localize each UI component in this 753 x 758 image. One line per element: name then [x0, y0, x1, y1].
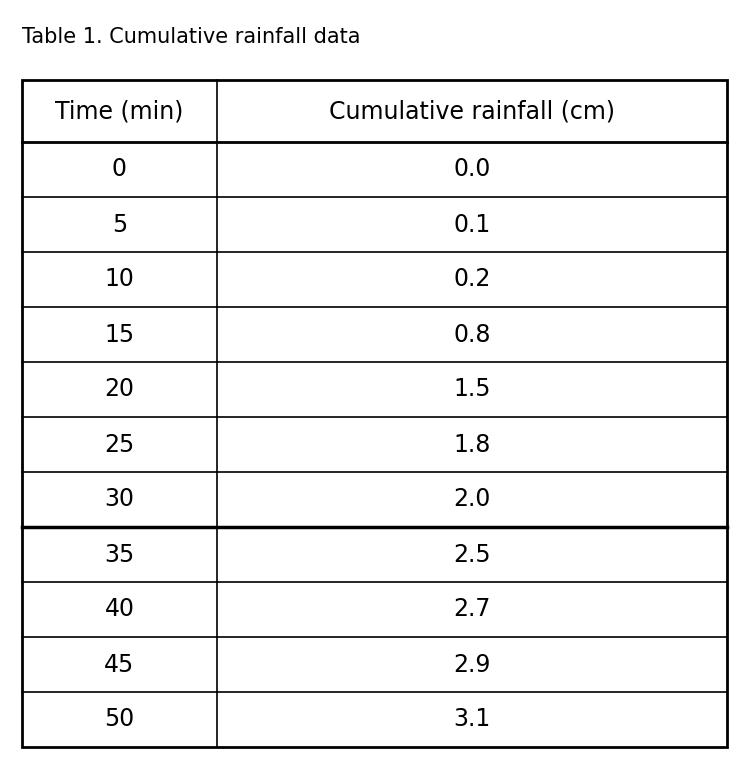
Text: 2.0: 2.0 [453, 487, 491, 512]
Text: 0: 0 [112, 158, 127, 181]
Text: 40: 40 [105, 597, 135, 622]
Text: Cumulative rainfall (cm): Cumulative rainfall (cm) [329, 99, 615, 123]
Text: 3.1: 3.1 [453, 707, 491, 731]
Text: 10: 10 [105, 268, 135, 292]
Text: 2.7: 2.7 [453, 597, 491, 622]
Text: 30: 30 [105, 487, 135, 512]
Text: 50: 50 [105, 707, 135, 731]
Text: 15: 15 [105, 322, 135, 346]
Text: 1.8: 1.8 [453, 433, 491, 456]
Text: 20: 20 [105, 377, 135, 402]
Text: 0.8: 0.8 [453, 322, 491, 346]
Text: 0.0: 0.0 [453, 158, 491, 181]
Text: 45: 45 [105, 653, 135, 676]
Bar [22, 80, 727, 747]
Text: Time (min): Time (min) [55, 99, 184, 123]
Text: 25: 25 [105, 433, 135, 456]
Text: 35: 35 [105, 543, 135, 566]
Text: Table 1. Cumulative rainfall data: Table 1. Cumulative rainfall data [22, 27, 361, 47]
Text: 0.1: 0.1 [453, 212, 491, 236]
Text: 1.5: 1.5 [453, 377, 491, 402]
Text: 2.9: 2.9 [453, 653, 491, 676]
Text: 5: 5 [112, 212, 127, 236]
Text: 0.2: 0.2 [453, 268, 491, 292]
Text: 2.5: 2.5 [453, 543, 491, 566]
